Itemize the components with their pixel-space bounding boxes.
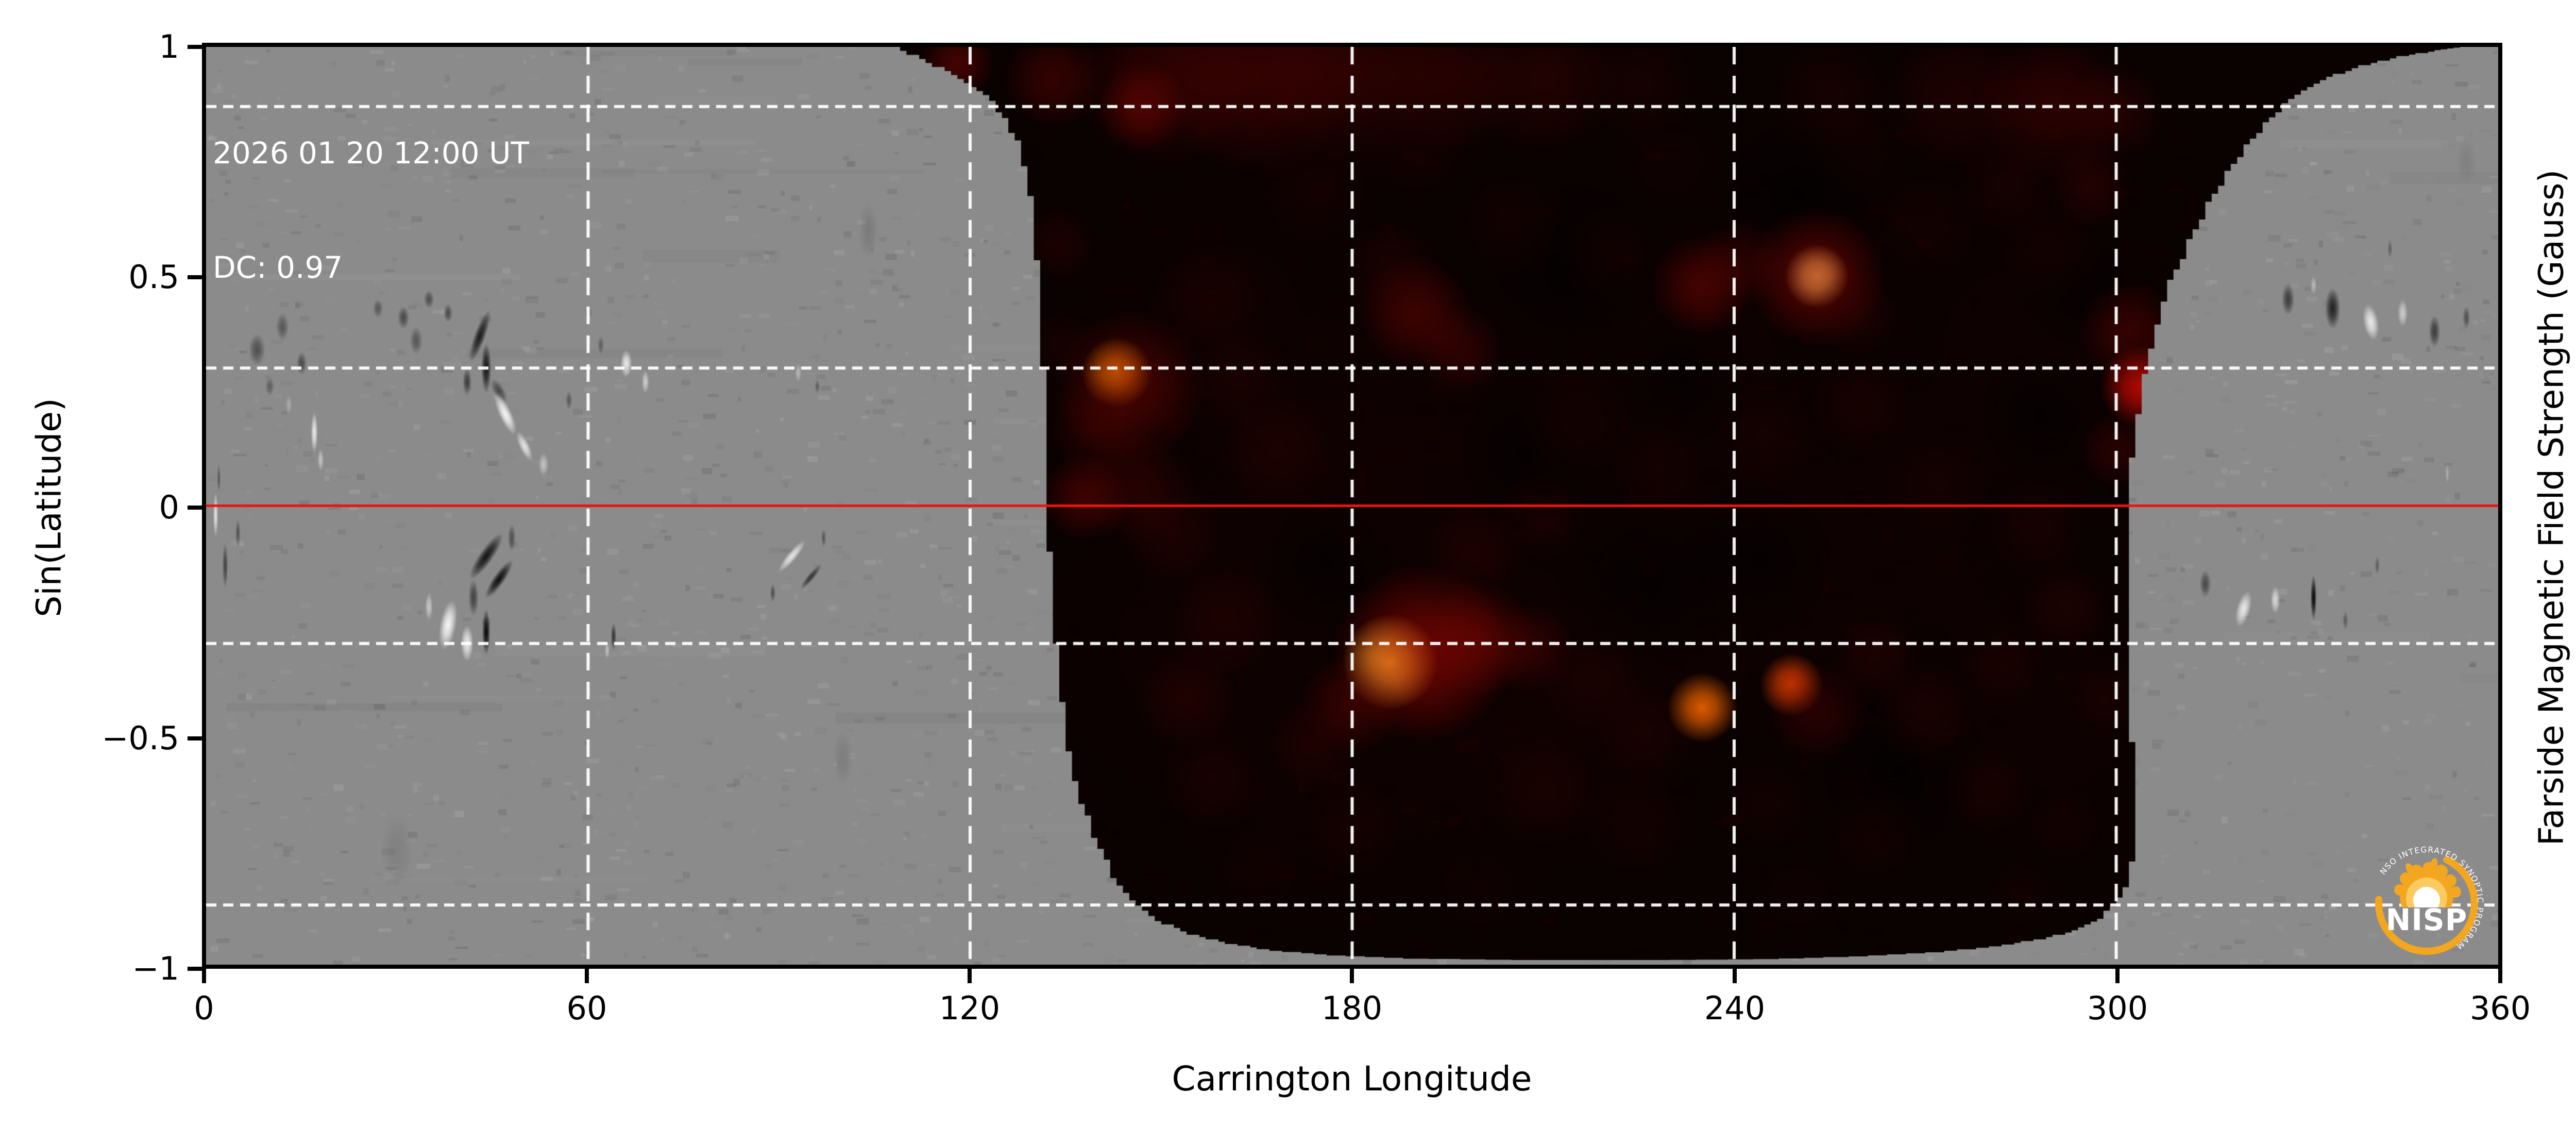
nisp-logo: NISP NSO INTEGRATED SYNOPTIC PROGRAM bbox=[2375, 845, 2484, 955]
x-tick-mark bbox=[2498, 969, 2502, 983]
x-tick-label: 0 bbox=[194, 989, 214, 1027]
y-tick-label: 0 bbox=[159, 489, 179, 526]
farside-colorbar-title: Farside Magnetic Field Strength (Gauss) bbox=[2531, 169, 2571, 846]
annotation-timestamp: 2026 01 20 12:00 UT bbox=[213, 136, 529, 171]
x-tick-mark bbox=[1350, 969, 1354, 983]
x-tick-label: 60 bbox=[566, 989, 607, 1027]
x-tick-mark bbox=[585, 969, 589, 983]
y-axis-title: Sin(Latitude) bbox=[29, 398, 69, 617]
plot-area bbox=[202, 43, 2502, 969]
annotation-dc: DC: 0.97 bbox=[213, 250, 343, 285]
x-tick-label: 240 bbox=[1704, 989, 1766, 1027]
nisp-logo-text: NISP bbox=[2386, 902, 2467, 937]
x-tick-label: 360 bbox=[2469, 989, 2531, 1027]
x-tick-label: 180 bbox=[1321, 989, 1383, 1027]
y-tick-mark bbox=[188, 45, 202, 49]
y-tick-label: −0.5 bbox=[101, 719, 179, 757]
x-tick-label: 300 bbox=[2087, 989, 2148, 1027]
y-tick-label: −1 bbox=[132, 950, 179, 987]
x-tick-mark bbox=[1733, 969, 1737, 983]
y-tick-mark bbox=[188, 506, 202, 510]
magnetic-field-map-canvas bbox=[206, 47, 2498, 965]
x-tick-mark bbox=[968, 969, 972, 983]
x-tick-label: 120 bbox=[939, 989, 1001, 1027]
y-tick-mark bbox=[188, 967, 202, 971]
y-tick-mark bbox=[188, 275, 202, 279]
y-tick-label: 1 bbox=[159, 28, 179, 65]
x-tick-mark bbox=[2115, 969, 2120, 983]
nisp-logo-sun-icon bbox=[2394, 858, 2461, 907]
x-axis-title: Carrington Longitude bbox=[1172, 1059, 1532, 1099]
y-tick-mark bbox=[188, 736, 202, 740]
nisp-logo-ring bbox=[2375, 852, 2478, 955]
annotation-block: 2026 01 20 12:00 UT DC: 0.97 bbox=[213, 58, 529, 363]
x-tick-mark bbox=[202, 969, 206, 983]
y-tick-label: 0.5 bbox=[128, 258, 179, 296]
